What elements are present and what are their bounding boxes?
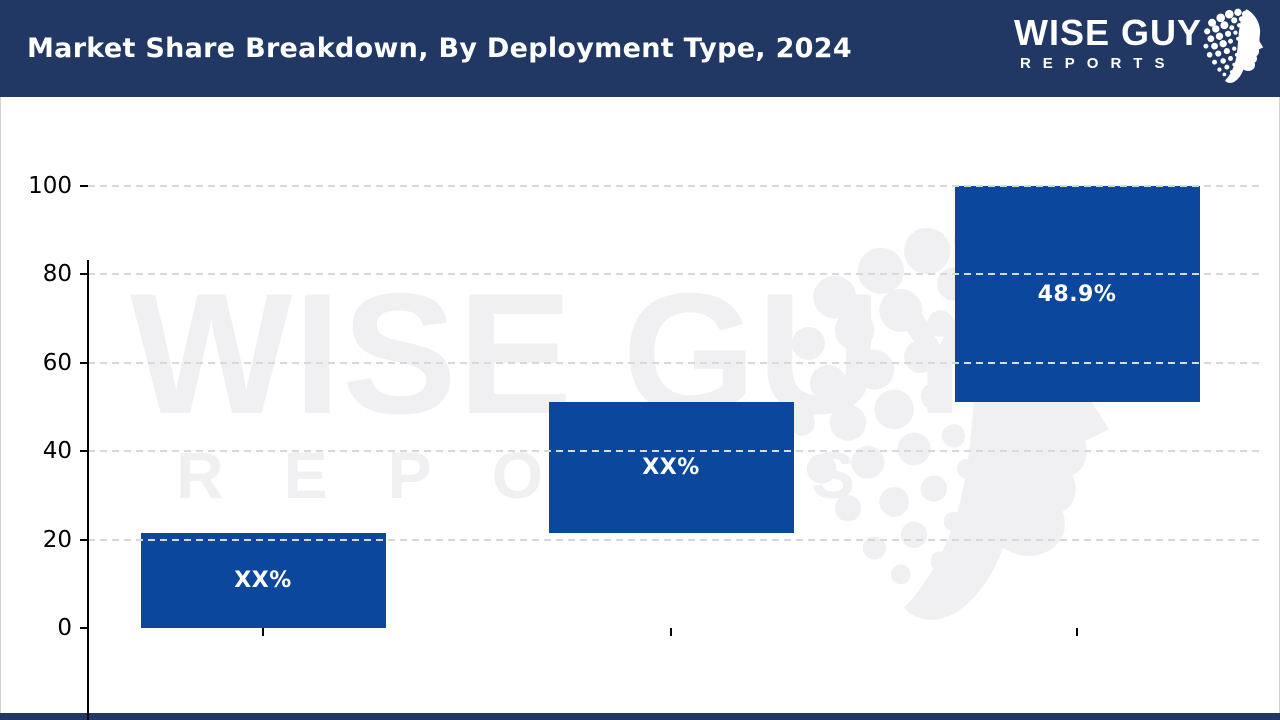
x-tick-mark bbox=[1076, 628, 1078, 636]
x-tick-mark bbox=[670, 628, 672, 636]
bar: 48.9% bbox=[954, 186, 1200, 403]
page-title: Market Share Breakdown, By Deployment Ty… bbox=[27, 33, 852, 64]
y-tick-mark bbox=[80, 627, 88, 629]
gridline bbox=[88, 185, 1262, 187]
gridline bbox=[88, 538, 1262, 541]
y-tick-mark bbox=[80, 273, 88, 276]
y-tick-label: 60 bbox=[42, 349, 72, 376]
logo-sub-text: REPORTS bbox=[1019, 55, 1177, 72]
wiseguy-logo: WISE GUY REPORTS bbox=[1013, 12, 1202, 73]
y-tick-label: 0 bbox=[57, 615, 72, 641]
bar: XX% bbox=[140, 532, 386, 628]
gridline bbox=[88, 450, 1262, 453]
y-tick-label: 40 bbox=[42, 438, 72, 465]
logo-brand-text: WISE GUY bbox=[1013, 12, 1202, 53]
y-tick-mark bbox=[80, 185, 88, 187]
bar: XX% bbox=[548, 402, 794, 533]
bar-value-label: 48.9% bbox=[1037, 281, 1117, 307]
y-tick-mark bbox=[80, 450, 88, 453]
y-tick-label: 100 bbox=[28, 173, 72, 199]
bar-value-label: XX% bbox=[642, 455, 700, 481]
header-band: Market Share Breakdown, By Deployment Ty… bbox=[0, 0, 1280, 97]
y-tick-label: 20 bbox=[42, 526, 72, 553]
x-tick-mark bbox=[262, 628, 264, 636]
dotted-head-logo-icon bbox=[1203, 8, 1264, 83]
gridline bbox=[88, 273, 1262, 276]
bar-value-label: XX% bbox=[234, 567, 292, 593]
chart-plot-area: 020406080100XX%HybridXX%On-Premise48.9%C… bbox=[0, 97, 1280, 720]
footer-band bbox=[0, 713, 1280, 720]
y-axis-line bbox=[87, 260, 89, 720]
gridline bbox=[88, 361, 1262, 364]
y-tick-mark bbox=[80, 361, 88, 364]
y-tick-mark bbox=[80, 538, 88, 541]
y-tick-label: 80 bbox=[42, 261, 72, 288]
